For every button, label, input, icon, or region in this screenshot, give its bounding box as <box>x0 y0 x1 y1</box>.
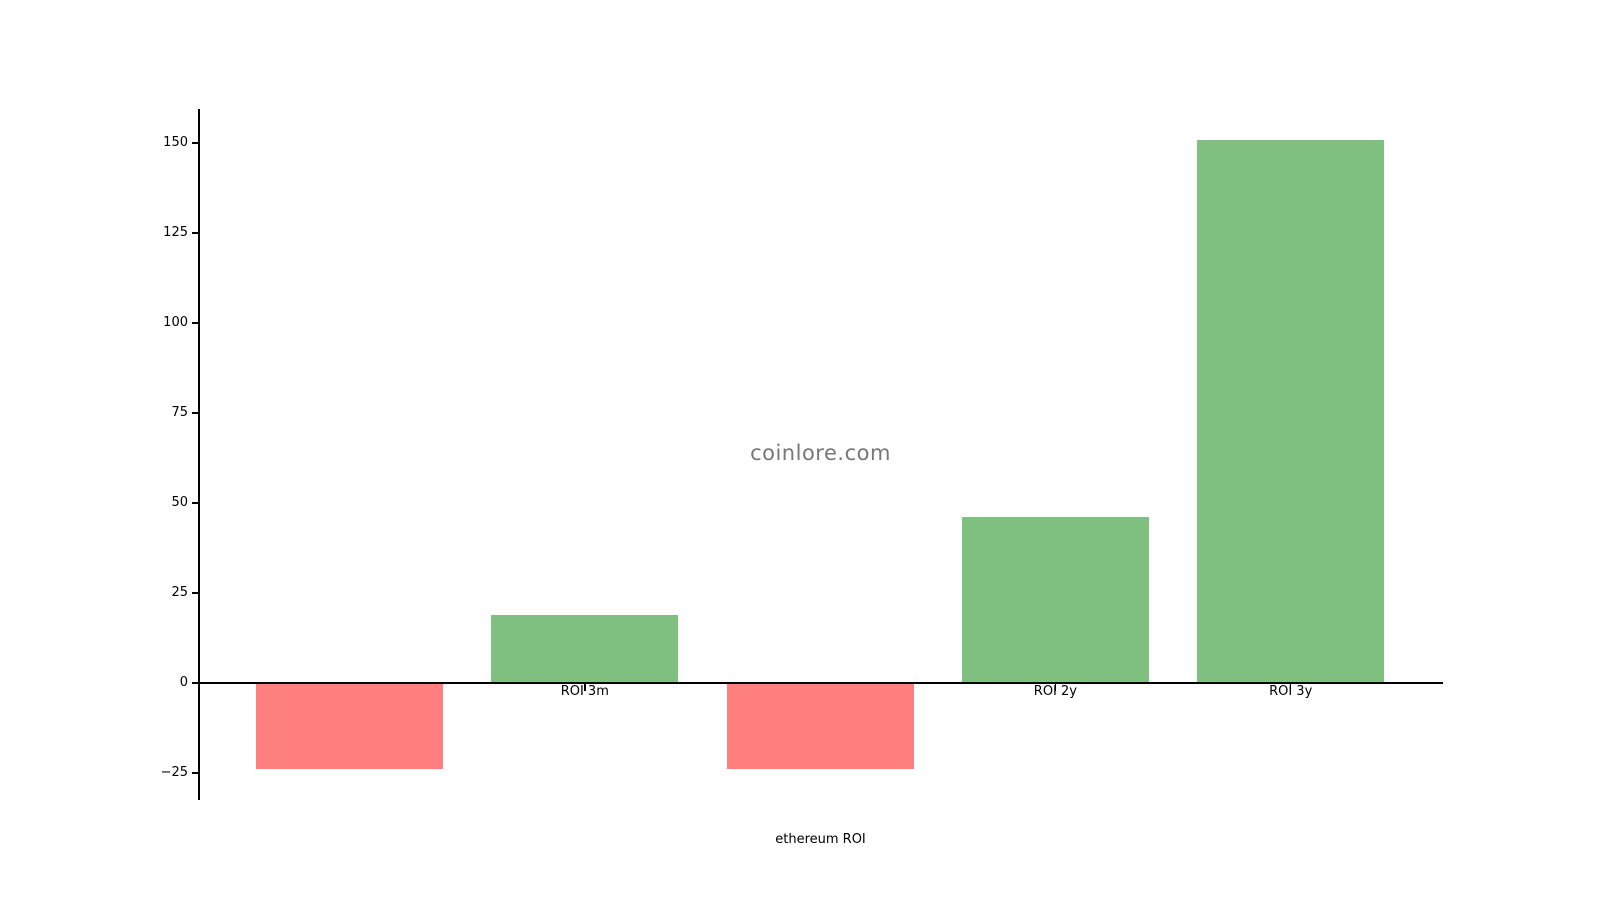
y-tick-mark <box>192 592 198 594</box>
y-tick-mark <box>192 322 198 324</box>
x-tick-label: ROI 3m <box>560 684 609 700</box>
y-tick-mark <box>192 502 198 504</box>
y-axis-line <box>198 109 200 800</box>
x-tick-mark <box>1289 683 1292 692</box>
roi-bar <box>961 517 1149 684</box>
y-tick-label: 25 <box>171 585 188 601</box>
roi-bar <box>256 683 443 770</box>
y-tick-label: 100 <box>163 315 188 331</box>
y-tick-mark <box>192 232 198 234</box>
x-axis-zero-line <box>198 682 1443 684</box>
x-axis-title: ethereum ROI <box>775 832 866 847</box>
watermark-text: coinlore.com <box>750 440 891 465</box>
y-tick-label: −25 <box>160 765 188 780</box>
x-tick-label: ROI 3y <box>1269 684 1313 700</box>
y-tick-label: 50 <box>171 495 188 511</box>
y-tick-label: 0 <box>179 675 188 691</box>
x-tick-label: ROI 2y <box>1033 684 1077 700</box>
y-tick-mark <box>192 682 198 684</box>
y-tick-label: 150 <box>163 135 188 151</box>
y-tick-label: 125 <box>163 225 188 241</box>
roi-bar <box>491 614 679 684</box>
y-tick-mark <box>192 772 198 774</box>
y-tick-mark <box>192 142 198 144</box>
x-tick-mark <box>1054 683 1057 692</box>
x-tick-mark <box>584 683 586 692</box>
y-tick-label: 75 <box>171 405 188 421</box>
roi-bar <box>1197 139 1385 684</box>
roi-bar <box>726 683 914 770</box>
y-tick-mark <box>192 412 198 414</box>
